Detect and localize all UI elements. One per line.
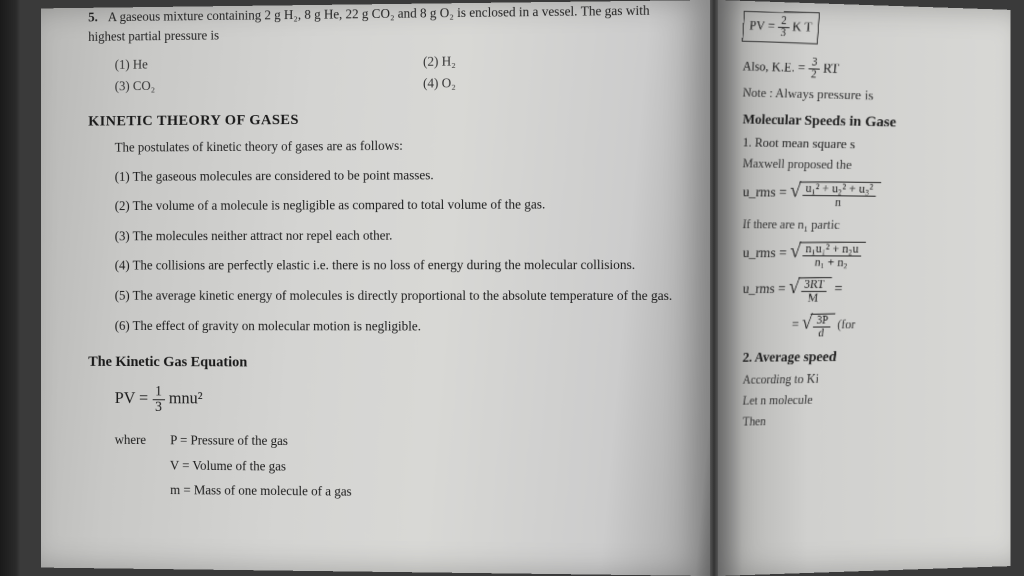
question-number: 5.: [88, 10, 98, 25]
rms-line-1: 1. Root mean square s: [742, 135, 1010, 157]
heading-molecular-speeds: Molecular Speeds in Gase: [742, 113, 1010, 136]
postulate-6: (6) The effect of gravity on molecular m…: [115, 314, 680, 338]
option-1: (1) He: [115, 54, 365, 72]
book-binding-edge: [0, 0, 20, 576]
heading-average-speed: 2. Average speed: [742, 347, 1011, 367]
question-text: A gaseous mixture containing 2 g H₂, 8 g…: [88, 3, 649, 44]
where-v: V = Volume of the gas: [170, 458, 286, 474]
boxed-equation-pv: PV = 2 3 K T: [742, 11, 820, 45]
eqn-denom: 3: [152, 400, 165, 414]
urms-formula-3: u_rms = 3RT M =: [741, 275, 1010, 306]
section-heading-kinetic-equation: The Kinetic Gas Equation: [88, 354, 680, 373]
then-line: Then: [742, 409, 1011, 430]
option-4: (4) O₂: [423, 73, 680, 91]
urms-formula-4: = 3P d (for: [790, 310, 1010, 340]
question-5-options: (1) He (2) H₂ (3) CO₂ (4) O₂: [115, 51, 680, 94]
kinetic-gas-equation: PV = 1 3 mnu²: [115, 385, 680, 417]
eqn-fraction: 1 3: [152, 385, 165, 414]
according-line: According to Ki: [742, 368, 1011, 388]
urms-formula-2: u_rms = n₁u₁² + n₂u n₁ + n₂: [742, 241, 1011, 271]
postulates-intro: The postulates of kinetic theory of gase…: [115, 136, 680, 155]
letn-line: Let n molecule: [742, 389, 1011, 410]
where-definitions: where P = Pressure of the gas V = Volume…: [115, 427, 680, 507]
book-spine: [710, 0, 718, 576]
eqn-rhs: mnu²: [169, 389, 203, 408]
rms-line-2: Maxwell proposed the: [742, 157, 1010, 177]
postulate-1: (1) The gaseous molecules are considered…: [115, 162, 680, 188]
urms-formula-1: u_rms = u₁² + u₂² + u₃² n: [742, 182, 1011, 213]
if-there-line: If there are n₁ partic: [742, 217, 1010, 235]
left-page: 5. A gaseous mixture containing 2 g H₂, …: [41, 0, 710, 576]
postulates-list: (1) The gaseous molecules are considered…: [115, 162, 680, 339]
where-p: P = Pressure of the gas: [170, 433, 288, 448]
postulate-2: (2) The volume of a molecule is negligib…: [115, 192, 680, 217]
postulate-3: (3) The molecules neither attract nor re…: [115, 223, 680, 248]
where-m: m = Mass of one molecule of a gas: [170, 483, 351, 499]
postulate-4: (4) The collisions are perfectly elastic…: [115, 253, 680, 277]
section-heading-kinetic-theory: KINETIC THEORY OF GASES: [88, 109, 680, 130]
also-ke-line: Also, K.E. = 3 2 RT: [742, 56, 1011, 88]
right-page: PV = 2 3 K T Also, K.E. = 3 2 RT Note : …: [718, 0, 1011, 576]
postulate-5: (5) The average kinetic energy of molecu…: [115, 284, 680, 308]
question-5: 5. A gaseous mixture containing 2 g H₂, …: [88, 0, 680, 47]
eqn-lhs: PV =: [115, 388, 148, 407]
note-line: Note : Always pressure is: [742, 85, 1010, 109]
where-label: where: [115, 427, 167, 452]
option-3: (3) CO₂: [115, 76, 365, 94]
option-2: (2) H₂: [423, 51, 680, 69]
eqn-numer: 1: [152, 385, 165, 400]
